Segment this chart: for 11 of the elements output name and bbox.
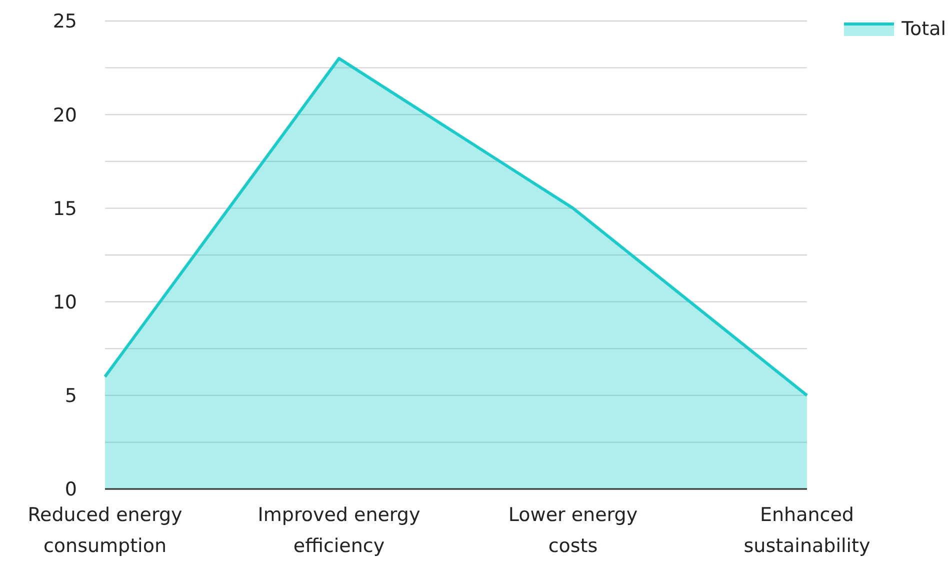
y-tick-label: 20 [52, 104, 77, 126]
x-tick-label: Improved energy efficiency [258, 504, 420, 557]
y-tick-label: 0 [64, 478, 77, 501]
y-tick-label: 25 [52, 10, 77, 33]
y-tick-label: 10 [52, 292, 77, 314]
x-tick-label: Enhanced sustainability [744, 504, 870, 557]
legend-label: Total [902, 18, 946, 40]
y-tick-label: 15 [52, 198, 77, 220]
x-tick-label: Lower energy costs [508, 504, 638, 557]
x-tick-label: Reduced energy consumption [28, 504, 182, 557]
y-tick-label: 5 [64, 385, 77, 408]
